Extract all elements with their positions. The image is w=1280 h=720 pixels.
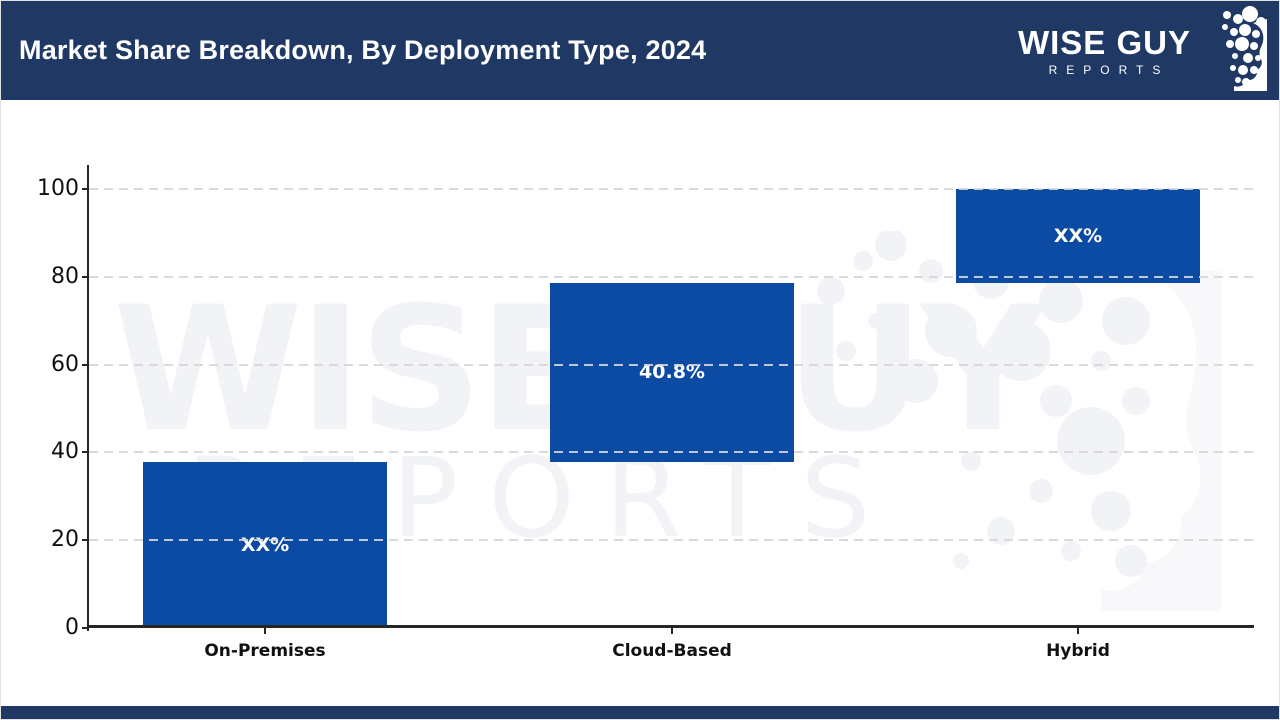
y-tick-mark-60	[82, 363, 88, 366]
y-tick-label-40: 40	[51, 439, 79, 465]
logo-wordmark: WISE GUY	[1017, 23, 1191, 61]
x-category-label: Hybrid	[1046, 641, 1110, 661]
bar-value-label: 40.8%	[639, 361, 705, 384]
x-tick-mark	[1077, 628, 1079, 634]
y-tick-mark-40	[82, 451, 88, 454]
logo-subtext: REPORTS	[1048, 62, 1170, 77]
gridline-40	[89, 451, 1254, 454]
gridline-80	[89, 275, 1254, 278]
x-category-label: On-Premises	[204, 641, 326, 661]
chart-title: Market Share Breakdown, By Deployment Ty…	[19, 35, 707, 65]
bar-Hybrid: XX%	[956, 189, 1200, 283]
wise-guy-logo: WISE GUY REPORTS	[1018, 5, 1267, 96]
y-tick-label-100: 100	[37, 176, 79, 201]
y-tick-label-80: 80	[51, 263, 79, 289]
x-axis-line	[87, 625, 1254, 628]
x-tick-mark	[264, 628, 266, 634]
bar-value-label: XX%	[1053, 224, 1103, 247]
y-tick-mark-20	[82, 539, 88, 542]
header-band: Market Share Breakdown, By Deployment Ty…	[1, 1, 1279, 100]
gridline-100	[89, 188, 1254, 190]
chart-area: WISE GUY REPORTS 0 20 40 60 80 100 XX% On-Prem…	[1, 100, 1279, 708]
x-category-label: Cloud-Based	[612, 641, 732, 661]
footer-bar	[1, 706, 1279, 719]
y-tick-mark-0	[82, 627, 88, 629]
bar-value-label: XX%	[240, 534, 290, 557]
logo-text: WISE GUY REPORTS	[1018, 26, 1191, 76]
gridline-20	[89, 539, 1254, 542]
y-tick-mark-100	[82, 188, 88, 190]
y-tick-label-0: 0	[65, 615, 79, 640]
y-axis-line	[87, 165, 89, 631]
y-tick-label-60: 60	[51, 351, 79, 377]
x-tick-mark	[671, 628, 673, 634]
bar-Cloud-Based: 40.8%	[550, 282, 794, 463]
head-dots-icon	[1197, 5, 1267, 96]
y-tick-mark-80	[82, 275, 88, 278]
bar-On-Premises: XX%	[143, 462, 387, 628]
gridline-60	[89, 363, 1254, 366]
y-tick-label-20: 20	[51, 527, 79, 553]
watermark-head-dots-icon	[817, 231, 1221, 611]
